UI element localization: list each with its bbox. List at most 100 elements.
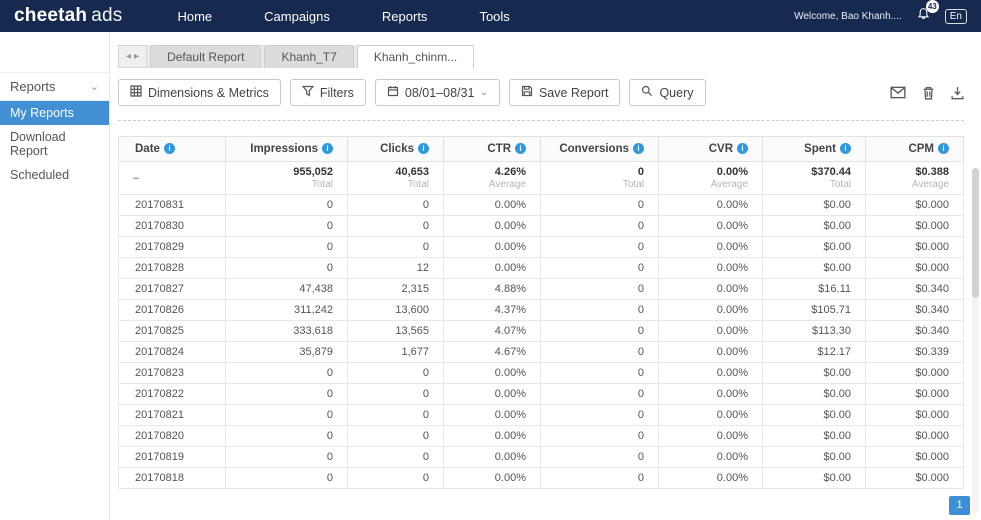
value-cell: $0.000 <box>865 257 964 279</box>
value-cell: 0 <box>540 299 659 321</box>
filters-button[interactable]: Filters <box>289 79 366 106</box>
tab-scroll-right-icon[interactable]: ▸ <box>134 51 140 62</box>
value-cell: 0 <box>540 383 659 405</box>
totals-row: –955,052 Total 40,653 Total 4.26% Average 0 Tot… <box>118 161 964 195</box>
email-icon[interactable] <box>890 86 906 99</box>
value-cell: $0.00 <box>762 215 866 237</box>
nav-item-home[interactable]: Home <box>177 8 213 24</box>
tab-default-report[interactable]: Default Report <box>150 45 262 68</box>
tab-scroll-left-icon[interactable]: ◂ <box>126 51 132 62</box>
date-cell: 20170825 <box>118 320 226 342</box>
date-range-button[interactable]: 08/01–08/31 ⌄ <box>374 79 500 106</box>
totals-value-cell: $0.388 Average <box>865 161 964 195</box>
value-cell: 0.00% <box>443 236 541 258</box>
value-cell: 0 <box>347 215 444 237</box>
main-nav: Home Campaigns Reports Tools <box>177 9 509 24</box>
column-header-date: Date i <box>118 136 226 162</box>
value-cell: $105.71 <box>762 299 866 321</box>
info-icon[interactable]: i <box>633 143 644 154</box>
query-button[interactable]: Query <box>629 79 706 106</box>
value-cell: 0.00% <box>443 194 541 216</box>
value-cell: 1,677 <box>347 341 444 363</box>
table-scrollbar[interactable] <box>972 168 979 513</box>
table-row: 20170830 0 0 0.00% 0 0.00% $0.00 $0.000 <box>118 215 964 237</box>
sidebar-item-my-reports[interactable]: My Reports <box>0 101 109 125</box>
info-icon[interactable]: i <box>737 143 748 154</box>
date-cell: 20170824 <box>118 341 226 363</box>
nav-item-campaigns[interactable]: Campaigns <box>264 8 330 24</box>
date-range-label: 08/01–08/31 <box>404 85 475 100</box>
date-cell: 20170818 <box>118 467 226 489</box>
value-cell: 0.00% <box>443 446 541 468</box>
navbar-right: Welcome, Bao Khanh.... 43 En <box>794 0 967 27</box>
sidebar-section-reports[interactable]: Reports ⌄ <box>0 72 109 101</box>
trash-icon[interactable] <box>922 86 935 100</box>
tab-khanh-chinm[interactable]: Khanh_chinm... <box>356 45 475 68</box>
info-icon[interactable]: i <box>515 143 526 154</box>
brand-logo[interactable]: cheetah ads <box>14 5 122 27</box>
value-cell: 0 <box>347 194 444 216</box>
table-row: 20170818 0 0 0.00% 0 0.00% $0.00 $0.000 <box>118 467 964 489</box>
save-icon <box>521 85 533 100</box>
date-cell: 20170820 <box>118 425 226 447</box>
info-icon[interactable]: i <box>418 143 429 154</box>
sidebar-item-download-report[interactable]: Download Report <box>10 130 66 158</box>
caret-down-icon: ⌄ <box>480 87 488 97</box>
language-selector[interactable]: En <box>944 8 967 24</box>
info-icon[interactable]: i <box>163 143 175 154</box>
value-cell: 0 <box>347 404 444 426</box>
tab-scroll-arrows[interactable]: ◂ ▸ <box>118 45 148 68</box>
brand-light-text: ads <box>91 5 123 26</box>
table-row: 20170828 0 12 0.00% 0 0.00% $0.00 $0.000 <box>118 257 964 279</box>
table-body: –955,052 Total 40,653 Total 4.26% Average 0 Tot… <box>118 161 964 489</box>
value-cell: $0.000 <box>865 467 964 489</box>
value-cell: 0.00% <box>658 362 763 384</box>
totals-date-cell: – <box>118 161 226 195</box>
table-row: 20170822 0 0 0.00% 0 0.00% $0.00 $0.000 <box>118 383 964 405</box>
save-report-button[interactable]: Save Report <box>508 79 621 106</box>
totals-value-cell: 0 Total <box>540 161 659 195</box>
value-cell: 0 <box>225 215 348 237</box>
value-cell: 0.00% <box>658 383 763 405</box>
filters-label: Filters <box>319 85 354 100</box>
dimensions-metrics-label: Dimensions & Metrics <box>148 85 269 100</box>
notifications-button[interactable]: 43 <box>916 0 939 27</box>
value-cell: 4.88% <box>443 278 541 300</box>
sidebar-item-scheduled[interactable]: Scheduled <box>10 168 70 182</box>
date-cell: 20170819 <box>118 446 226 468</box>
query-label: Query <box>659 85 694 100</box>
value-cell: 13,565 <box>347 320 444 342</box>
nav-item-reports[interactable]: Reports <box>381 8 428 24</box>
scrollbar-thumb[interactable] <box>972 168 979 298</box>
funnel-icon <box>301 85 315 100</box>
dimensions-metrics-button[interactable]: Dimensions & Metrics <box>118 79 281 106</box>
info-icon[interactable]: i <box>938 143 949 154</box>
value-cell: 0 <box>347 467 444 489</box>
page-layout: Reports ⌄ My Reports Download Report Sch… <box>0 32 981 520</box>
value-cell: 0 <box>347 446 444 468</box>
value-cell: 0.00% <box>443 215 541 237</box>
value-cell: $0.000 <box>865 236 964 258</box>
toolbar-right-icons <box>890 86 964 100</box>
nav-item-tools[interactable]: Tools <box>479 8 510 24</box>
value-cell: 0 <box>225 446 348 468</box>
value-cell: 0.00% <box>658 446 763 468</box>
table-row: 20170821 0 0 0.00% 0 0.00% $0.00 $0.000 <box>118 404 964 426</box>
value-cell: 0 <box>540 425 659 447</box>
download-icon[interactable] <box>951 86 964 100</box>
value-cell: 0.00% <box>658 467 763 489</box>
value-cell: 0 <box>540 362 659 384</box>
column-header-spent: Spent i <box>762 136 866 162</box>
value-cell: 0 <box>225 194 348 216</box>
report-table-wrap: Date i Impressions i Clicks i CTR i Conversi… <box>118 136 964 489</box>
value-cell: 311,242 <box>225 299 348 321</box>
tab-khanh-t7[interactable]: Khanh_T7 <box>264 45 354 68</box>
page-1-button[interactable]: 1 <box>949 496 970 515</box>
info-icon[interactable]: i <box>322 143 333 154</box>
value-cell: 47,438 <box>225 278 348 300</box>
info-icon[interactable]: i <box>840 143 851 154</box>
value-cell: 333,618 <box>225 320 348 342</box>
value-cell: 4.67% <box>443 341 541 363</box>
column-header-clicks: Clicks i <box>347 136 444 162</box>
table-row: 20170831 0 0 0.00% 0 0.00% $0.00 $0.000 <box>118 194 964 216</box>
